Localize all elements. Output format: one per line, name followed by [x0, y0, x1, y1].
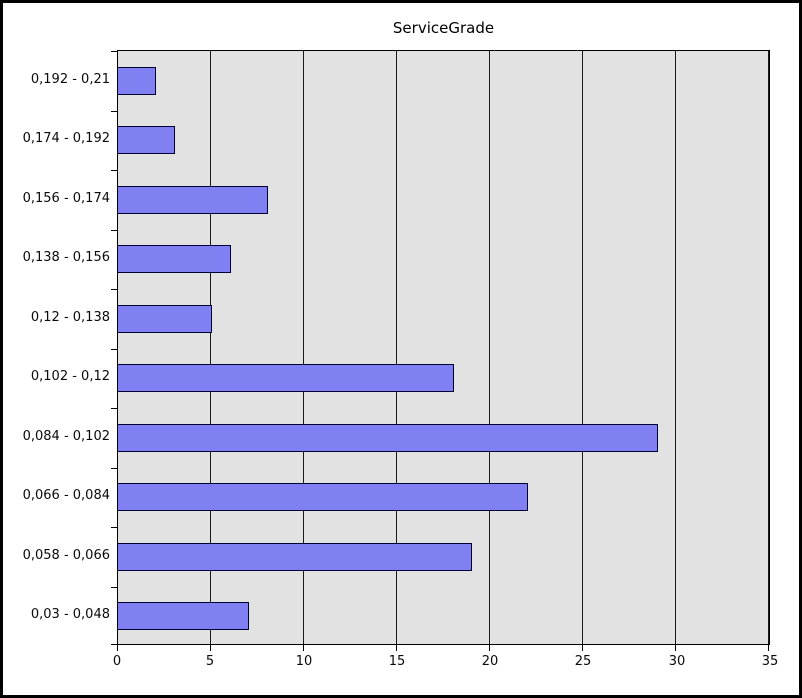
y-axis-label: 0,192 - 0,21 — [30, 72, 110, 87]
x-axis-tick — [117, 644, 118, 651]
y-axis-tick — [111, 468, 118, 469]
y-axis-tick — [111, 644, 118, 645]
x-axis-label: 25 — [574, 654, 592, 669]
gridline — [302, 51, 304, 644]
y-axis-tick — [111, 527, 118, 528]
y-axis-label: 0,12 - 0,138 — [30, 310, 110, 325]
y-axis-label: 0,156 - 0,174 — [22, 191, 110, 206]
bar — [118, 483, 529, 511]
y-axis-tick — [111, 408, 118, 409]
gridline — [396, 51, 397, 644]
bar — [118, 126, 175, 154]
bar — [118, 602, 250, 630]
y-axis-label: 0,102 - 0,12 — [30, 369, 110, 384]
y-axis-label: 0,138 - 0,156 — [22, 250, 110, 265]
y-axis-label: 0,03 - 0,048 — [30, 607, 110, 622]
y-axis-tick — [111, 170, 118, 171]
gridline — [209, 51, 211, 644]
x-axis-tick — [396, 644, 397, 651]
gridline — [675, 51, 676, 644]
plot-area — [111, 50, 770, 651]
chart-title: ServiceGrade — [392, 19, 495, 37]
x-axis-label: 10 — [295, 654, 313, 669]
x-axis-tick — [302, 644, 304, 651]
x-axis-tick — [209, 644, 211, 651]
x-axis-label: 30 — [668, 654, 686, 669]
y-axis-tick — [111, 111, 118, 112]
x-axis-tick — [768, 644, 769, 651]
bar — [118, 543, 473, 571]
bar — [118, 245, 231, 273]
y-axis-label: 0,084 - 0,102 — [22, 429, 110, 444]
bar — [118, 186, 268, 214]
x-axis-label: 0 — [112, 654, 122, 669]
bar — [118, 364, 454, 392]
y-axis-tick — [111, 587, 118, 588]
y-axis-tick — [111, 230, 118, 231]
x-axis-label: 5 — [205, 654, 215, 669]
x-axis-label: 15 — [388, 654, 406, 669]
gridline — [768, 51, 769, 644]
y-axis-tick — [111, 349, 118, 350]
gridline — [488, 51, 490, 644]
y-axis-tick — [111, 51, 118, 52]
bar — [118, 424, 659, 452]
y-axis-label: 0,058 - 0,066 — [22, 548, 110, 563]
x-axis-label: 35 — [761, 654, 779, 669]
x-axis-label: 20 — [481, 654, 499, 669]
x-axis-tick — [675, 644, 676, 651]
bar — [118, 305, 212, 333]
gridline — [582, 51, 583, 644]
bar — [118, 67, 157, 95]
y-axis-label: 0,174 - 0,192 — [22, 131, 110, 146]
x-axis-tick — [582, 644, 583, 651]
y-axis-tick — [111, 289, 118, 290]
y-axis-label: 0,066 - 0,084 — [22, 488, 110, 503]
x-axis-tick — [488, 644, 490, 651]
